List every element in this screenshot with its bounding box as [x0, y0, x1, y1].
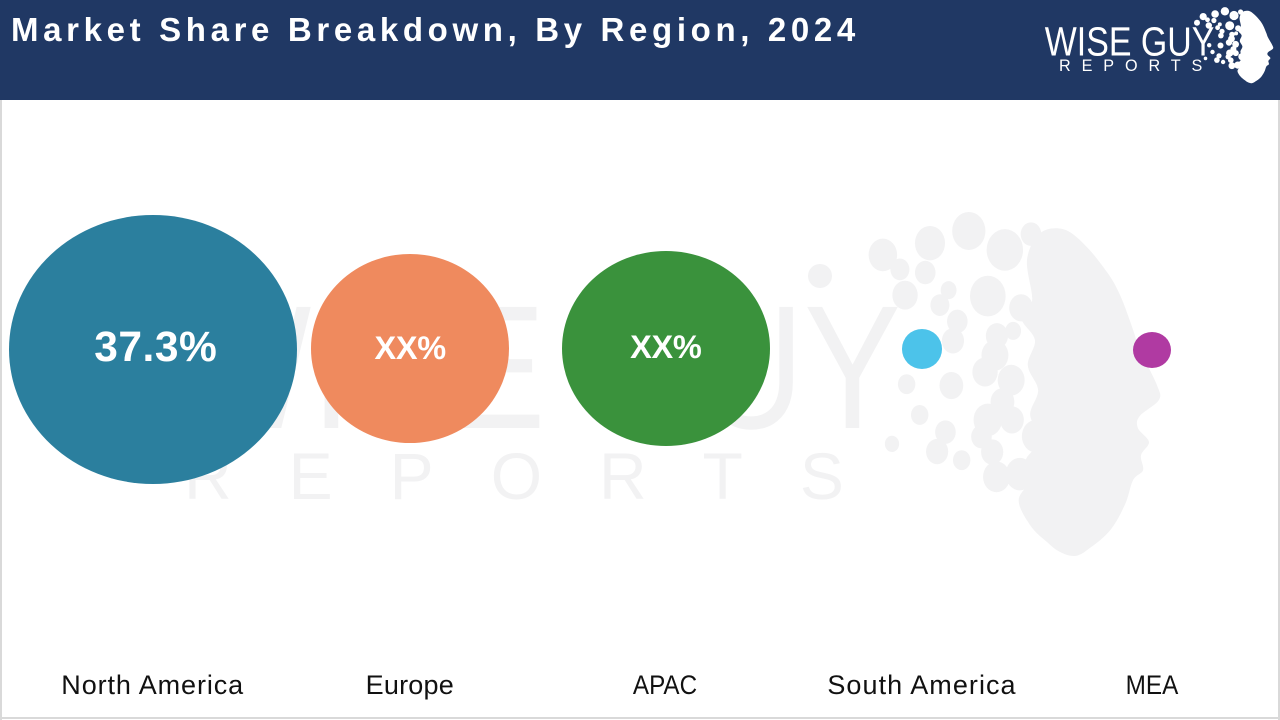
svg-text:WISE GUY: WISE GUY: [1045, 18, 1215, 64]
svg-text:REPORTS: REPORTS: [1059, 57, 1213, 75]
svg-text:REPORTS: REPORTS: [184, 439, 901, 513]
